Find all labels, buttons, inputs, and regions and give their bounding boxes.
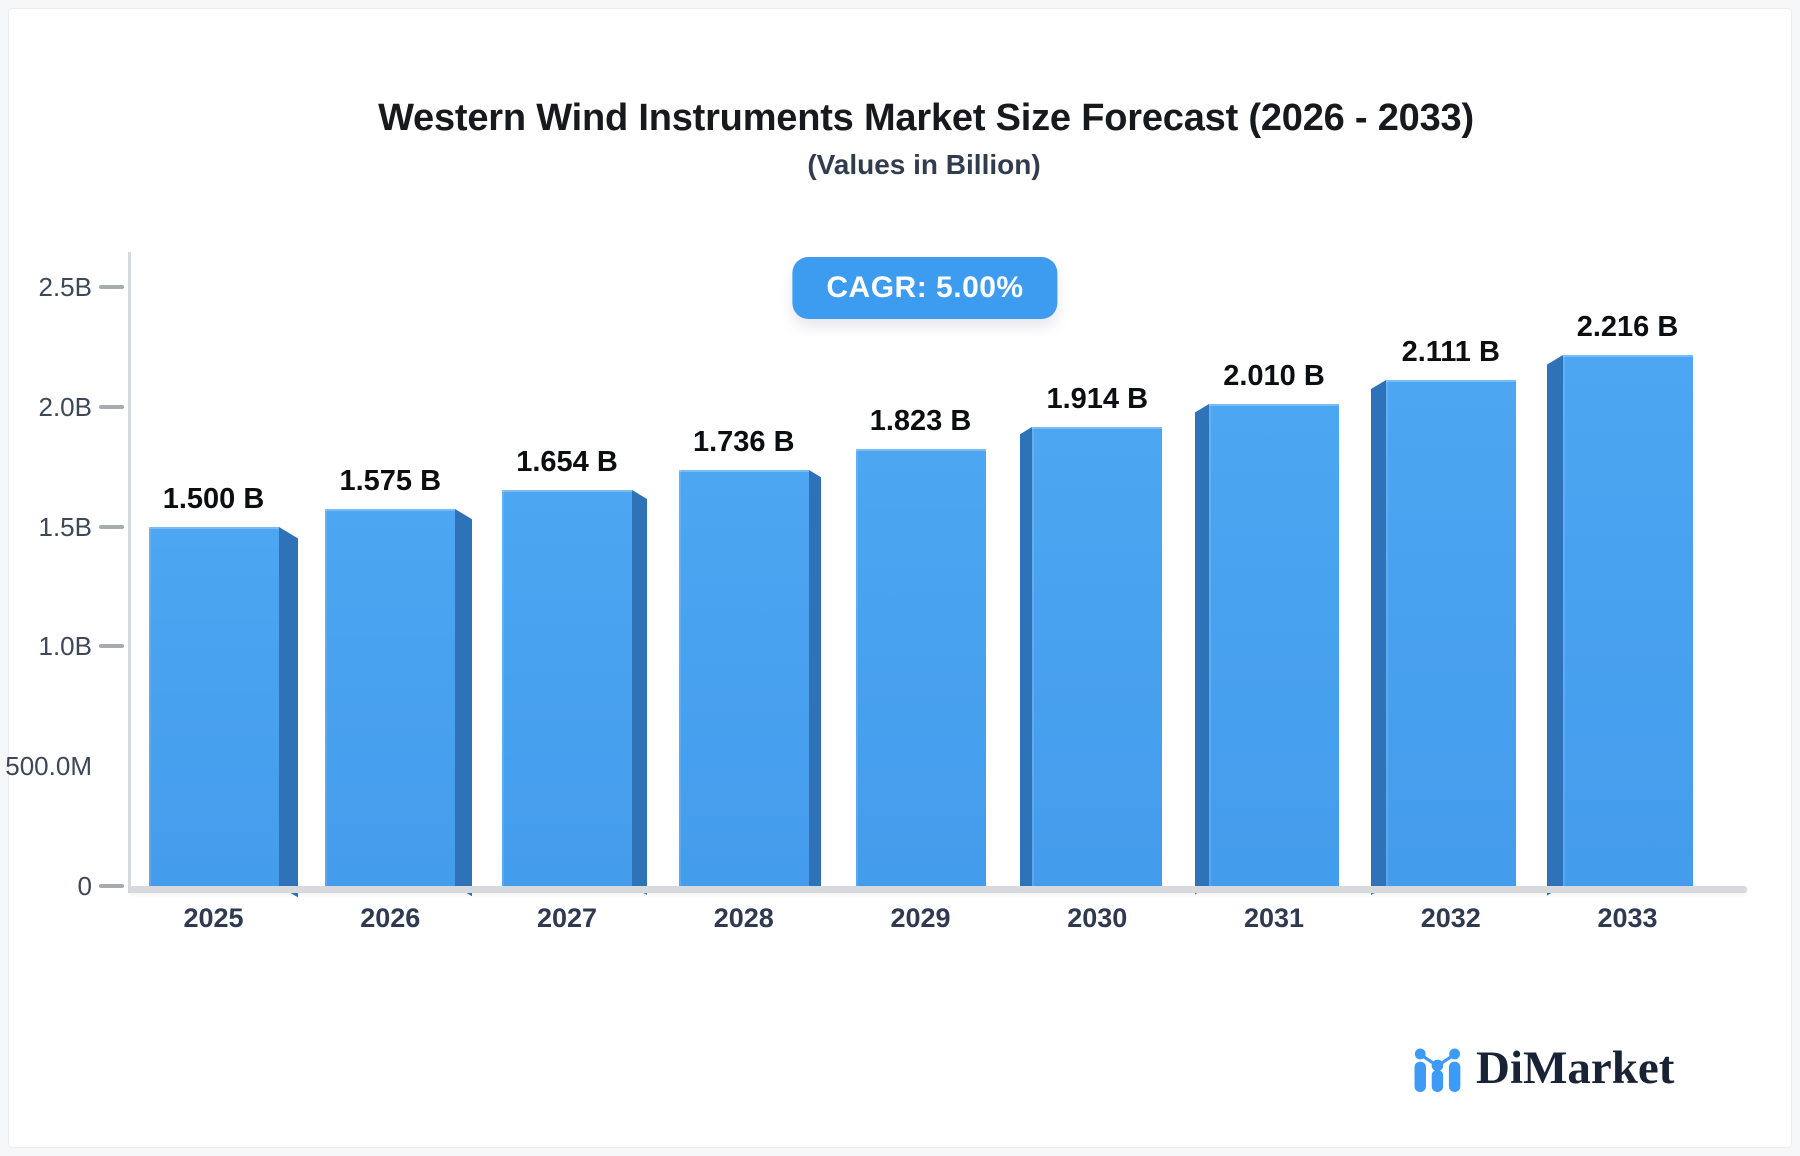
y-axis-tick-label: 0 bbox=[77, 871, 92, 901]
x-axis-label-2026: 2026 bbox=[360, 903, 421, 933]
bar-3d-side bbox=[278, 526, 298, 898]
y-axis-tick-label: 2.5B bbox=[38, 272, 93, 302]
bar-3d-side bbox=[1370, 380, 1386, 895]
x-axis-label-2032: 2032 bbox=[1420, 903, 1481, 933]
y-axis-tick-label: 2.0B bbox=[38, 391, 93, 422]
brand-logo-text: DiMarket bbox=[1476, 1042, 1675, 1094]
x-axis-label-2025: 2025 bbox=[183, 903, 244, 933]
y-tick-dash bbox=[99, 524, 124, 529]
x-axis-label-2031: 2031 bbox=[1243, 903, 1305, 933]
bar-3d-side bbox=[1020, 427, 1033, 894]
chart-title: Western Wind Instruments Market Size For… bbox=[378, 97, 1474, 139]
bar-3d-side bbox=[632, 489, 647, 895]
bar-2029[interactable] bbox=[855, 449, 986, 886]
y-axis-line bbox=[128, 252, 131, 893]
bar-3d-side bbox=[1546, 355, 1563, 896]
cagr-badge: CAGR: 5.00% bbox=[792, 257, 1058, 319]
bar-3d-side bbox=[455, 508, 473, 897]
bar-2025[interactable] bbox=[148, 526, 279, 886]
bar-value-label: 1.914 B bbox=[1046, 383, 1149, 416]
x-axis-label-2029: 2029 bbox=[890, 903, 951, 933]
x-axis-label-2028: 2028 bbox=[713, 903, 774, 933]
y-axis-tick-label: 1.5B bbox=[38, 511, 93, 542]
bar-value-label: 2.111 B bbox=[1401, 336, 1500, 369]
bar-2026[interactable] bbox=[325, 508, 456, 886]
bar-2031[interactable] bbox=[1209, 404, 1339, 886]
bar-2033[interactable] bbox=[1562, 355, 1693, 886]
bar-value-label: 2.010 B bbox=[1223, 360, 1325, 393]
y-tick-dash bbox=[99, 404, 124, 409]
bar-3d-side bbox=[808, 470, 821, 894]
bar-2027[interactable] bbox=[502, 489, 632, 886]
bar-2030[interactable] bbox=[1032, 427, 1163, 886]
bar-value-label: 1.823 B bbox=[869, 405, 972, 438]
y-tick-dash bbox=[99, 884, 124, 888]
brand-logo: DiMarket bbox=[1414, 1038, 1674, 1098]
bar-value-label: 2.216 B bbox=[1576, 311, 1679, 344]
chart-subtitle: (Values in Billion) bbox=[807, 149, 1041, 180]
x-axis-label-2033: 2033 bbox=[1597, 903, 1658, 933]
x-axis-label-2027: 2027 bbox=[536, 903, 598, 933]
bar-value-label: 1.654 B bbox=[516, 445, 618, 478]
bar-value-label: 1.500 B bbox=[162, 482, 265, 515]
x-axis-label-2030: 2030 bbox=[1067, 903, 1128, 933]
x-axis-line bbox=[129, 886, 1747, 893]
dimarket-chart-icon bbox=[1414, 1048, 1461, 1092]
bar-2032[interactable] bbox=[1385, 380, 1516, 886]
y-tick-dash bbox=[99, 644, 124, 649]
bar-3d-side bbox=[1195, 404, 1209, 895]
bar-2028[interactable] bbox=[678, 470, 809, 886]
bar-value-label: 1.736 B bbox=[692, 426, 795, 459]
y-tick-dash bbox=[99, 285, 124, 289]
bar-value-label: 1.575 B bbox=[339, 464, 442, 497]
y-axis-tick-label: 1.0B bbox=[38, 631, 93, 662]
y-axis-tick-label: 500.0M bbox=[5, 751, 92, 782]
